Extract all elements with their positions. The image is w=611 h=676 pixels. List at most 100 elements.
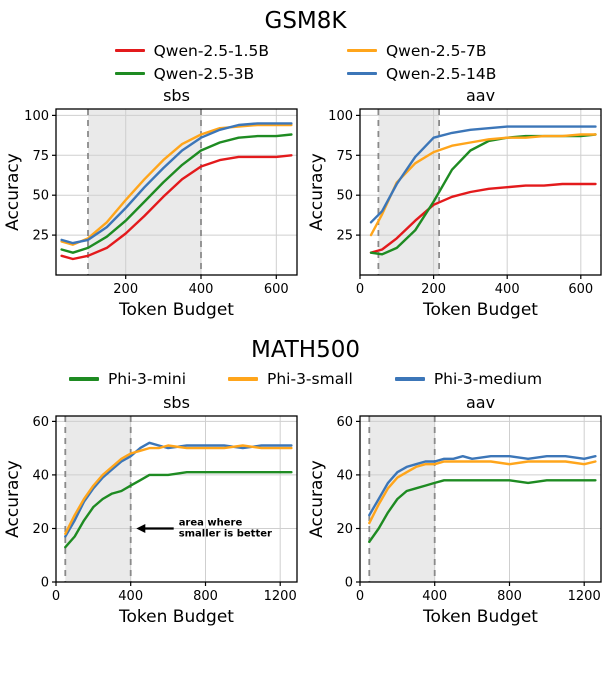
chart-math500-sbs: 0 400 800 1200 0 20 40 60 sbs Token Budget Accurac… (3, 392, 304, 630)
shaded-region (87, 108, 201, 275)
x-tick-label: 0 (51, 589, 59, 604)
y-tick-label: 40 (336, 469, 353, 484)
series-line-Qwen-2.5-1.5B (59, 153, 293, 260)
x-axis-label: Token Budget (422, 607, 538, 627)
legend-label: Qwen-2.5-1.5B (153, 41, 269, 60)
figure-title-gsm8k: GSM8K (264, 8, 347, 34)
legend-gsm8k: Qwen-2.5-1.5B Qwen-2.5-7B Qwen-2.5-3B Qwen-… (114, 41, 497, 83)
x-tick-label: 200 (113, 282, 138, 297)
series-line-Qwen-2.5-14B (369, 124, 597, 224)
y-tick-label: 75 (32, 148, 49, 163)
x-tick-label: 0 (355, 282, 363, 297)
annotation-text: area where (178, 518, 242, 529)
x-tick-label: 400 (188, 282, 213, 297)
x-tick-label: 800 (193, 589, 218, 604)
x-tick-label: 400 (494, 282, 519, 297)
plot-border (358, 415, 602, 583)
x-axis-label: Token Budget (118, 607, 234, 627)
subplot-title: sbs (163, 86, 190, 105)
shaded-region (64, 416, 131, 583)
legend-math500: Phi-3-mini Phi-3-small Phi-3-medium (68, 370, 543, 389)
y-tick-label: 50 (32, 188, 49, 203)
series-line-Qwen-2.5-3B (59, 132, 293, 254)
series-line-Qwen-2.5-14B (59, 121, 293, 244)
subplot-title: aav (465, 393, 494, 412)
legend-line-swatch (346, 71, 377, 76)
series-line-Phi-3-medium (367, 455, 597, 517)
legend-item-Phi-3-small: Phi-3-small (228, 370, 353, 388)
y-tick-label: 25 (336, 228, 353, 243)
series-line-Phi-3-mini (367, 479, 597, 544)
legend-label: Phi-3-medium (433, 370, 543, 389)
legend-item-Qwen-2.5-7B: Qwen-2.5-7B (346, 41, 496, 60)
chart-svg: 0 400 800 1200 0 20 40 60 sbs Token Budget Accurac… (3, 393, 298, 627)
chart-svg: 200 400 600 25 50 75 100 sbs Token Budget Accurac… (3, 86, 298, 320)
legend-line-swatch (114, 71, 145, 76)
y-tick-label: 50 (336, 188, 353, 203)
y-tick-label: 20 (32, 522, 49, 537)
legend-item-Qwen-2.5-3B: Qwen-2.5-3B (114, 64, 269, 83)
legend-item-Phi-3-medium: Phi-3-medium (394, 370, 543, 389)
y-tick-label: 75 (336, 148, 353, 163)
legend-label: Qwen-2.5-3B (153, 64, 255, 83)
y-tick-label: 60 (32, 415, 49, 430)
x-tick-label: 1200 (567, 589, 600, 604)
subplot-title: aav (465, 86, 494, 105)
subplot-title: sbs (163, 393, 190, 412)
y-tick-label: 100 (24, 108, 49, 123)
figure-title-math500: MATH500 (250, 336, 361, 363)
x-tick-label: 800 (497, 589, 522, 604)
series-line-Phi-3-small (63, 444, 293, 536)
y-tick-label: 0 (344, 576, 352, 591)
chart-svg: 0 400 800 1200 0 20 40 60 aav Token Budget Accurac… (307, 393, 602, 627)
series-line-Phi-3-mini (63, 471, 293, 549)
x-tick-label: 400 (422, 589, 447, 604)
legend-label: Qwen-2.5-7B (385, 41, 487, 60)
legend-line-swatch (114, 48, 145, 53)
x-tick-label: 0 (355, 589, 363, 604)
plot-border (54, 415, 298, 583)
chart-gsm8k-aav: 0 200 400 600 25 50 75 100 aav Token Budget Accura… (307, 85, 608, 323)
x-tick-label: 200 (421, 282, 446, 297)
x-axis-label: Token Budget (422, 300, 538, 320)
legend-line-swatch (68, 377, 99, 381)
legend-label: Phi-3-small (267, 370, 353, 389)
series-line-Qwen-2.5-1.5B (369, 182, 597, 254)
chart-svg: 0 200 400 600 25 50 75 100 aav Token Budget Accura… (307, 86, 602, 320)
legend-line-swatch (228, 377, 258, 381)
chart-row-gsm8k: 200 400 600 25 50 75 100 sbs Token Budget Accurac… (3, 85, 608, 323)
figure-gsm8k: GSM8K Qwen-2.5-1.5B Qwen-2.5-7B Qwen-2.5-3… (3, 8, 608, 323)
legend-item-Phi-3-mini: Phi-3-mini (68, 370, 186, 389)
legend-line-swatch (346, 48, 377, 53)
legend-line-swatch (394, 377, 425, 381)
y-axis-label: Accuracy (308, 153, 327, 231)
legend-item-Qwen-2.5-14B: Qwen-2.5-14B (346, 64, 497, 83)
legend-item-Qwen-2.5-1.5B: Qwen-2.5-1.5B (114, 41, 269, 60)
plot-border (54, 107, 298, 276)
plot-border (358, 107, 602, 276)
y-tick-label: 0 (40, 576, 48, 591)
annotation-arrow-head (135, 524, 145, 534)
y-axis-label: Accuracy (4, 460, 23, 538)
y-tick-label: 20 (336, 522, 353, 537)
shaded-region (368, 416, 435, 583)
y-tick-label: 100 (328, 108, 353, 123)
legend-label: Qwen-2.5-14B (385, 64, 497, 83)
y-tick-label: 25 (32, 228, 49, 243)
figure-math500: MATH500 Phi-3-mini Phi-3-small Phi-3-mediu… (3, 336, 608, 631)
series-line-Phi-3-small (367, 460, 597, 525)
x-tick-label: 1200 (263, 589, 296, 604)
y-axis-label: Accuracy (4, 153, 23, 231)
chart-gsm8k-sbs: 200 400 600 25 50 75 100 sbs Token Budget Accurac… (3, 85, 304, 323)
x-tick-label: 600 (263, 282, 288, 297)
x-tick-label: 400 (118, 589, 143, 604)
y-tick-label: 40 (32, 469, 49, 484)
series-line-Qwen-2.5-7B (59, 123, 293, 246)
y-tick-label: 60 (336, 415, 353, 430)
series-line-Phi-3-medium (63, 441, 293, 538)
y-axis-label: Accuracy (308, 460, 327, 538)
chart-math500-aav: 0 400 800 1200 0 20 40 60 aav Token Budget Accurac… (307, 392, 608, 630)
x-tick-label: 600 (568, 282, 593, 297)
legend-label: Phi-3-mini (107, 370, 186, 389)
